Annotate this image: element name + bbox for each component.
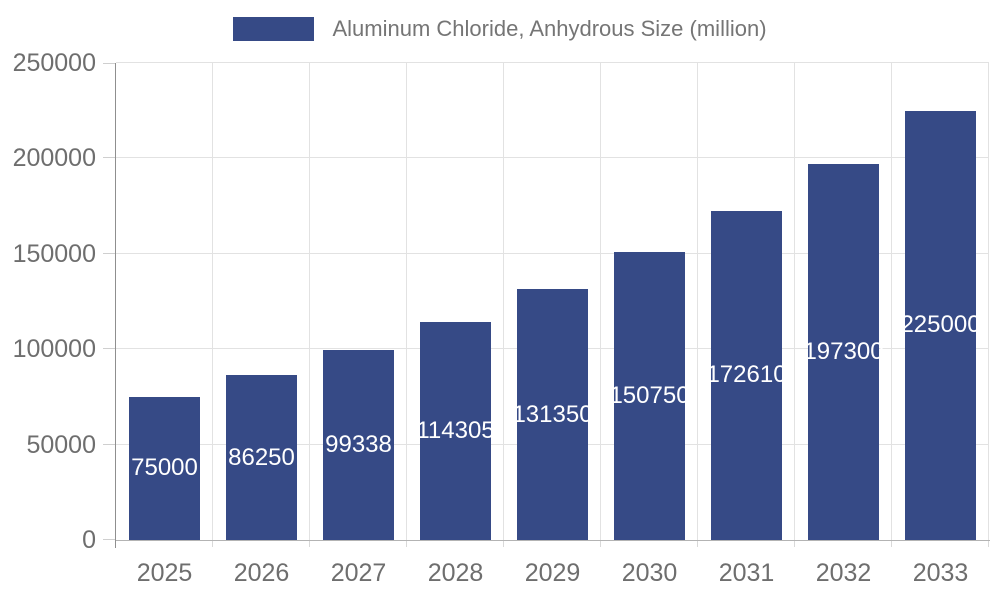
x-axis-tick [503, 540, 504, 547]
bar-value-label: 197300 [803, 337, 884, 365]
x-axis-tick [406, 540, 407, 547]
gridline-horizontal [116, 252, 989, 254]
y-axis-tick [103, 348, 116, 350]
bar-value-label: 131350 [512, 400, 593, 428]
x-axis-tick [891, 540, 892, 547]
y-axis-tick [103, 252, 116, 254]
gridline-vertical [503, 63, 504, 540]
gridline-horizontal [116, 157, 989, 159]
bar-2029[interactable] [517, 289, 588, 540]
bar-value-label: 225000 [900, 311, 981, 339]
x-axis-tick [600, 540, 601, 547]
x-axis-tick [988, 540, 989, 547]
gridline-vertical [600, 63, 601, 540]
y-axis-tick-label: 100000 [12, 335, 96, 364]
legend-item[interactable]: Aluminum Chloride, Anhydrous Size (milli… [0, 16, 1000, 42]
x-axis-tick-label: 2032 [815, 559, 872, 587]
plot-area: 75000 86250 99338 114305 131350 150750 172610 1… [103, 62, 990, 548]
x-axis-tick-label: 2028 [427, 559, 484, 587]
y-axis-tick [103, 443, 116, 445]
bar-2026[interactable] [226, 375, 297, 540]
y-axis-tick [103, 539, 116, 540]
bar-value-label: 172610 [706, 361, 787, 389]
x-axis-tick-label: 2026 [233, 559, 290, 587]
bar-value-label: 99338 [325, 431, 392, 459]
x-axis-tick-label: 2030 [621, 559, 678, 587]
bar-value-label: 114305 [416, 416, 495, 444]
x-axis-tick [697, 540, 698, 547]
bar-2032[interactable] [808, 163, 879, 540]
gridline-vertical [212, 63, 213, 540]
y-axis-tick [103, 157, 116, 159]
x-axis-tick [794, 540, 795, 547]
gridline-vertical [988, 63, 989, 540]
bar-2025[interactable] [129, 396, 200, 540]
y-axis-line [115, 63, 116, 548]
bar-2033[interactable] [905, 110, 976, 540]
bar-value-label: 86250 [228, 443, 295, 471]
gridline-vertical [891, 63, 892, 540]
x-axis-tick [212, 540, 213, 547]
y-axis-tick-label: 0 [82, 526, 96, 554]
x-axis-tick-label: 2029 [524, 559, 581, 587]
x-axis-line [116, 540, 990, 541]
y-axis-tick-label: 250000 [12, 49, 96, 77]
x-axis-tick-label: 2033 [912, 559, 969, 587]
legend-swatch [233, 17, 315, 41]
x-axis-tick-label: 2025 [136, 559, 193, 587]
gridline-horizontal [116, 62, 989, 63]
y-axis-tick [103, 63, 116, 64]
x-axis-tick [309, 540, 310, 547]
gridline-vertical [309, 63, 310, 540]
y-axis-tick-label: 200000 [12, 144, 96, 173]
bar-2031[interactable] [711, 210, 782, 540]
gridline-vertical [697, 63, 698, 540]
bar-value-label: 75000 [131, 454, 198, 482]
bar-value-label: 150750 [609, 382, 690, 410]
gridline-vertical [794, 63, 795, 540]
gridline-vertical [406, 63, 407, 540]
bar-2028[interactable] [420, 321, 491, 540]
x-axis-tick-label: 2027 [330, 559, 387, 587]
bar-2030[interactable] [614, 252, 685, 540]
y-axis-tick-label: 50000 [26, 430, 96, 459]
bar-2027[interactable] [323, 350, 394, 540]
legend-label: Aluminum Chloride, Anhydrous Size (milli… [332, 16, 767, 41]
y-axis-tick-label: 150000 [12, 239, 96, 268]
x-axis-tick-label: 2031 [718, 559, 775, 587]
